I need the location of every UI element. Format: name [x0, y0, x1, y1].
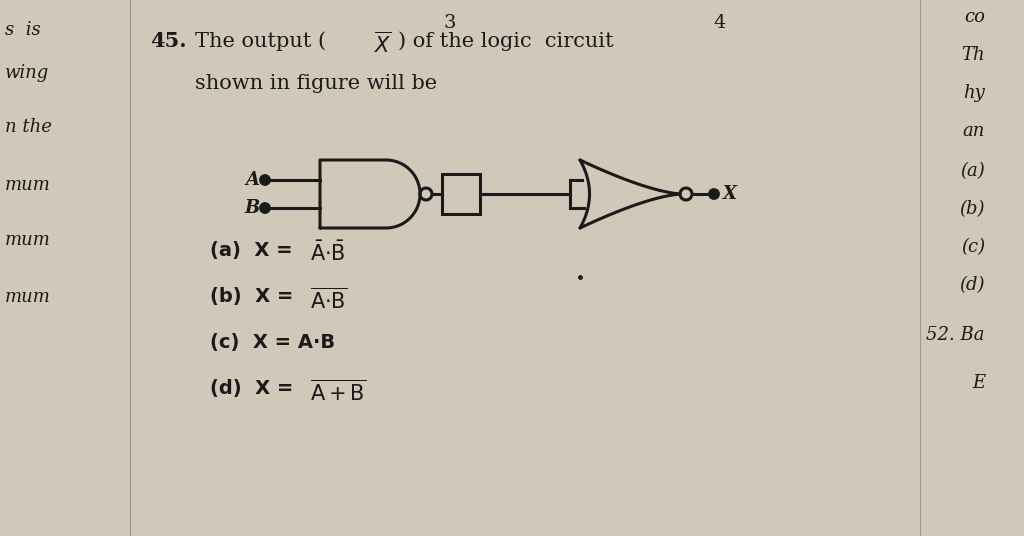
Text: A: A	[245, 171, 259, 189]
Text: The output (: The output (	[195, 31, 326, 51]
Text: $\overline{X}$: $\overline{X}$	[374, 31, 391, 56]
Text: (b): (b)	[959, 200, 985, 218]
Text: 4: 4	[714, 14, 726, 32]
Circle shape	[260, 175, 270, 185]
Circle shape	[260, 203, 270, 213]
Circle shape	[680, 188, 692, 200]
Text: s  is: s is	[5, 21, 41, 39]
Text: Th: Th	[962, 46, 985, 64]
Text: (b)  X =: (b) X =	[210, 287, 300, 306]
Text: E: E	[972, 374, 985, 392]
Text: an: an	[963, 122, 985, 140]
Text: shown in figure will be: shown in figure will be	[195, 74, 437, 93]
Text: (d)  X =: (d) X =	[210, 379, 300, 398]
Text: hy: hy	[964, 84, 985, 102]
Text: mum: mum	[5, 231, 51, 249]
Text: (c): (c)	[961, 238, 985, 256]
Text: $\mathsf{\overline{A{\cdot}B}}$: $\mathsf{\overline{A{\cdot}B}}$	[310, 287, 347, 312]
Text: (a): (a)	[961, 162, 985, 180]
Text: wing: wing	[5, 64, 49, 82]
Text: n the: n the	[5, 118, 52, 136]
Text: ) of the logic  circuit: ) of the logic circuit	[398, 31, 613, 51]
Text: 45.: 45.	[150, 31, 186, 51]
Text: mum: mum	[5, 176, 51, 194]
Text: $\mathsf{\bar{A}{\cdot}\bar{B}}$: $\mathsf{\bar{A}{\cdot}\bar{B}}$	[310, 241, 346, 265]
Text: co: co	[964, 8, 985, 26]
Text: (a)  X =: (a) X =	[210, 241, 299, 260]
Text: 3: 3	[443, 14, 457, 32]
Text: $\mathsf{\overline{A+B}}$: $\mathsf{\overline{A+B}}$	[310, 379, 367, 405]
Text: 52. Ba: 52. Ba	[927, 326, 985, 344]
Text: mum: mum	[5, 288, 51, 306]
Text: (c)  X = A·B: (c) X = A·B	[210, 333, 335, 352]
Bar	[442, 174, 480, 214]
Text: B: B	[245, 199, 260, 217]
Text: X: X	[723, 185, 737, 203]
Circle shape	[709, 189, 719, 199]
Circle shape	[420, 188, 432, 200]
Text: (d): (d)	[959, 276, 985, 294]
